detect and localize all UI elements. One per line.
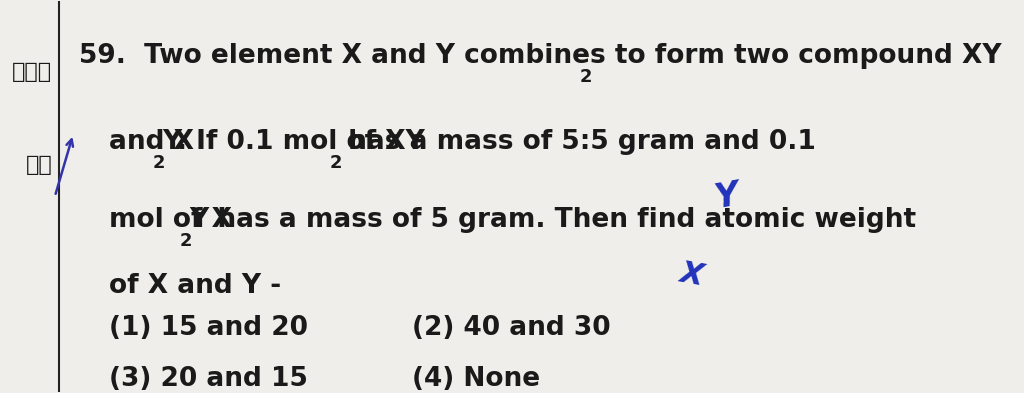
Text: mol of X: mol of X: [110, 207, 232, 233]
Text: has a mass of 5:5 gram and 0.1: has a mass of 5:5 gram and 0.1: [339, 129, 816, 155]
Text: (1) 15 and 20: (1) 15 and 20: [110, 315, 308, 341]
Text: X: X: [678, 258, 706, 291]
Text: Y: Y: [713, 178, 742, 215]
Text: 2: 2: [330, 154, 342, 173]
Text: का: का: [26, 155, 52, 175]
Text: 2: 2: [179, 232, 191, 250]
Text: and X: and X: [110, 129, 195, 155]
Text: Y. If 0.1 mol of XY: Y. If 0.1 mol of XY: [163, 129, 426, 155]
Text: Y has a mass of 5 gram. Then find atomic weight: Y has a mass of 5 gram. Then find atomic…: [189, 207, 916, 233]
Text: 59.  Two element X and Y combines to form two compound XY: 59. Two element X and Y combines to form…: [79, 43, 1001, 69]
Text: 2: 2: [153, 154, 166, 173]
Text: of X and Y -: of X and Y -: [110, 273, 282, 299]
Text: (3) 20 and 15: (3) 20 and 15: [110, 365, 308, 391]
Text: 2: 2: [580, 68, 593, 86]
Text: (4) None: (4) None: [413, 365, 541, 391]
Text: (2) 40 and 30: (2) 40 and 30: [413, 315, 611, 341]
Text: है।: है।: [12, 62, 52, 82]
